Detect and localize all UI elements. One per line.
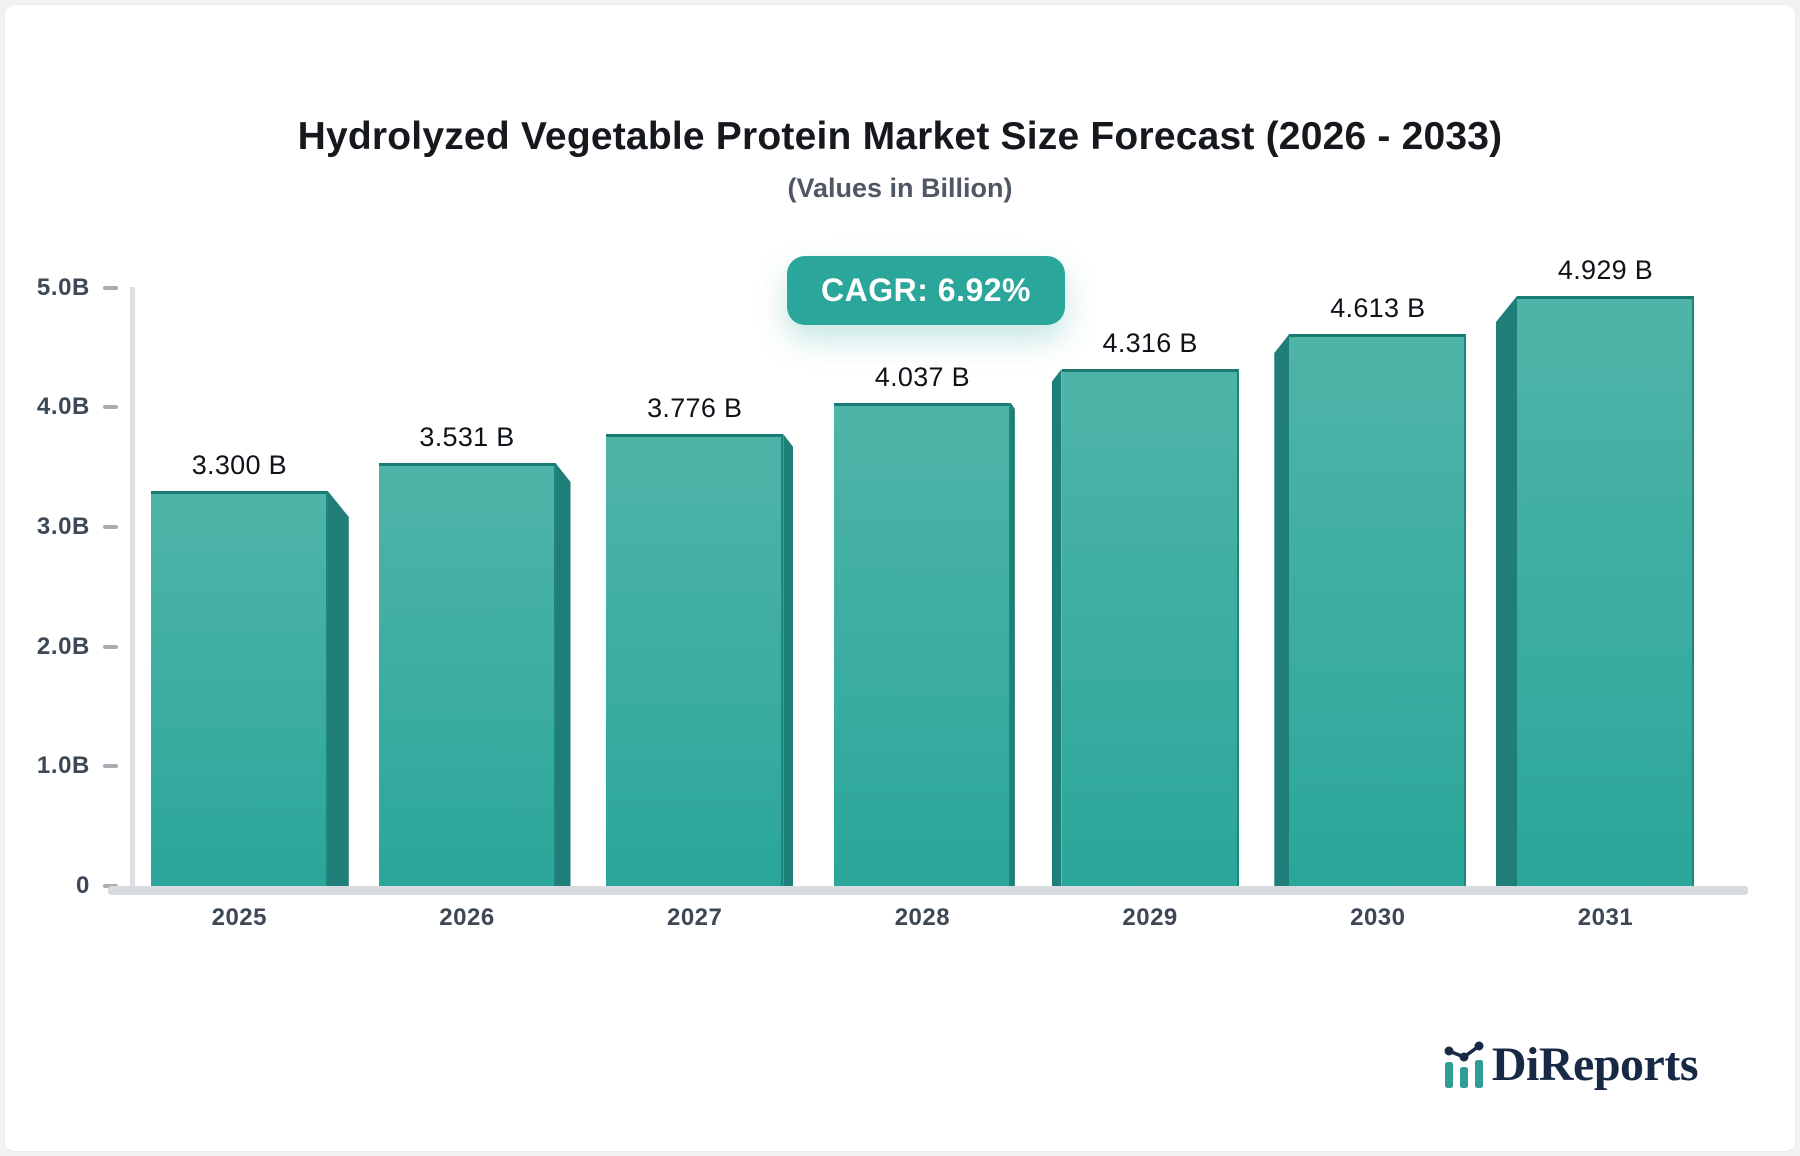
bar-2031 bbox=[1517, 296, 1694, 886]
cagr-badge: CAGR: 6.92% bbox=[787, 256, 1065, 325]
bar-value-label-2031: 4.929 B bbox=[1557, 255, 1654, 285]
bar-side-face-2028 bbox=[1010, 403, 1015, 886]
bar-value-label-2028: 4.037 B bbox=[874, 362, 970, 392]
bar-side-face-2031 bbox=[1496, 296, 1517, 886]
bar-2029 bbox=[1061, 369, 1239, 886]
direports-logo-icon bbox=[1444, 1041, 1484, 1088]
direports-logo-text: DiReports bbox=[1491, 1038, 1699, 1091]
bar-2028 bbox=[833, 403, 1011, 886]
chart-subtitle: (Values in Billion) bbox=[787, 173, 1013, 203]
x-tick-label-2026: 2026 bbox=[439, 904, 495, 931]
y-tick-label: 3.0B bbox=[36, 512, 90, 540]
y-tick-mark bbox=[103, 644, 118, 649]
y-tick-label: 0 bbox=[76, 872, 90, 899]
chart-card: Hydrolyzed Vegetable Protein Market Size… bbox=[4, 4, 1796, 1152]
y-tick-5.0B: 5.0B bbox=[23, 274, 118, 302]
bar-side-face-2027 bbox=[783, 434, 794, 886]
bar-2025 bbox=[150, 491, 328, 886]
y-tick-label: 4.0B bbox=[36, 393, 90, 421]
x-tick-label-2030: 2030 bbox=[1350, 904, 1406, 931]
x-axis-line bbox=[108, 886, 1748, 895]
y-tick-mark bbox=[103, 524, 118, 529]
x-tick-label-2027: 2027 bbox=[666, 904, 723, 931]
bar-value-label-2026: 3.531 B bbox=[419, 422, 515, 452]
bar-plot-area: 3.300 B 3.531 B 3.776 B 4.037 B 4.316 B 4.613… bbox=[5, 255, 1795, 886]
bar-value-label-2027: 3.776 B bbox=[647, 393, 743, 423]
x-tick-label-2025: 2025 bbox=[211, 904, 267, 931]
bar-side-face-2025 bbox=[327, 491, 349, 886]
bar-2030 bbox=[1289, 334, 1467, 886]
y-tick-3.0B: 3.0B bbox=[23, 513, 118, 541]
bar-side-face-2026 bbox=[555, 463, 571, 886]
x-tick-label-2028: 2028 bbox=[894, 904, 951, 931]
direports-logo: DiReports bbox=[1444, 1038, 1699, 1091]
y-tick-mark bbox=[103, 764, 118, 769]
bar-side-face-2030 bbox=[1274, 334, 1290, 886]
x-tick-label-2031: 2031 bbox=[1577, 904, 1634, 931]
y-axis-line bbox=[130, 287, 135, 891]
bar-value-label-2029: 4.316 B bbox=[1102, 328, 1198, 358]
y-tick-2.0B: 2.0B bbox=[23, 633, 118, 661]
bar-2027 bbox=[606, 434, 784, 886]
y-tick-label: 5.0B bbox=[36, 273, 90, 301]
bar-value-label-2030: 4.613 B bbox=[1330, 293, 1426, 323]
bar-value-label-2025: 3.300 B bbox=[191, 450, 287, 480]
y-tick-label: 1.0B bbox=[36, 752, 90, 780]
y-tick-mark bbox=[103, 285, 118, 290]
x-tick-label-2029: 2029 bbox=[1122, 904, 1178, 931]
y-tick-4.0B: 4.0B bbox=[23, 393, 118, 421]
chart-title: Hydrolyzed Vegetable Protein Market Size… bbox=[297, 115, 1503, 158]
y-tick-label: 2.0B bbox=[36, 632, 90, 660]
y-tick-1.0B: 1.0B bbox=[23, 752, 118, 780]
bar-2026 bbox=[378, 463, 556, 886]
bar-side-face-2029 bbox=[1051, 369, 1062, 886]
y-tick-mark bbox=[103, 405, 118, 410]
